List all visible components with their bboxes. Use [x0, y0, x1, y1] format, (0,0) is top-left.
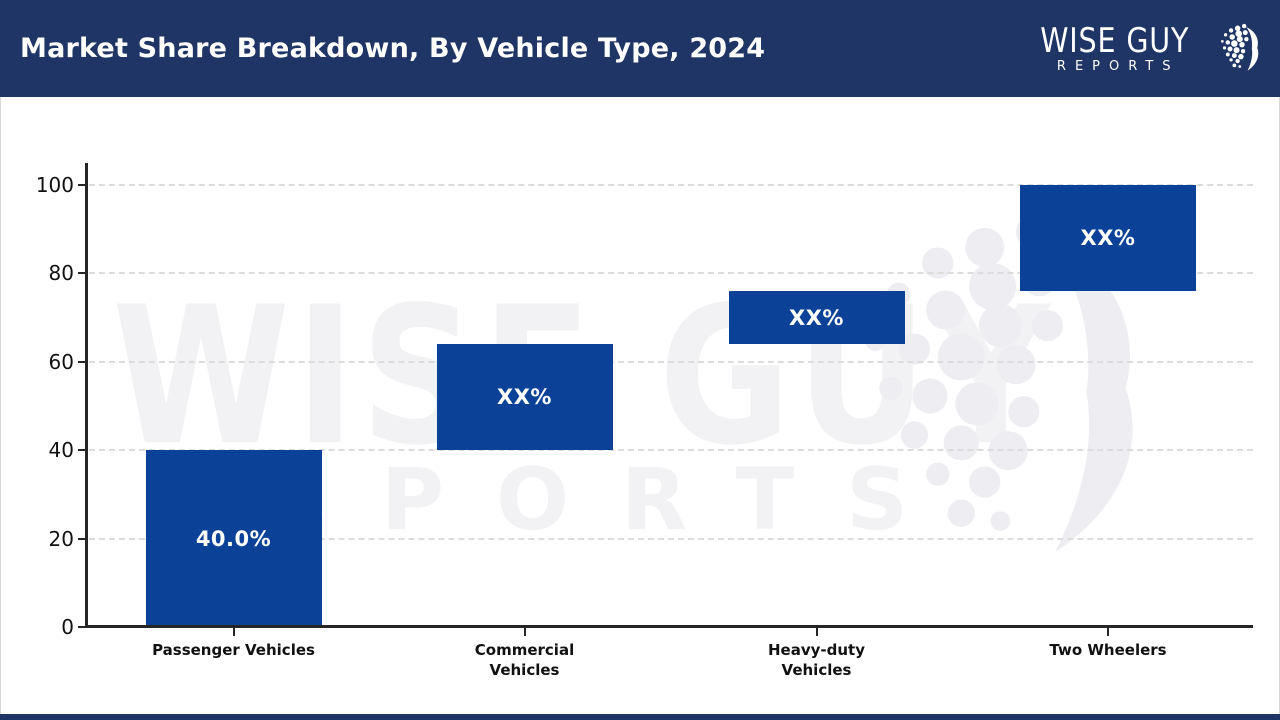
bar-value-label-two-wheelers: XX%	[1080, 226, 1136, 251]
x-category-label-two-wheelers: Two Wheelers	[1049, 641, 1167, 659]
gridline-40	[89, 449, 1253, 452]
x-axis-line	[85, 625, 1253, 628]
y-tick-label-0: 0	[61, 615, 74, 639]
gridline-20	[89, 537, 1253, 540]
bar-commercial-vehicles: XX%	[436, 344, 613, 451]
header: Market Share Breakdown, By Vehicle Type,…	[0, 0, 1280, 97]
y-tick-label-40: 40	[48, 438, 74, 463]
y-tick-80	[78, 272, 88, 275]
logo-sub-wordmark: REPORTS	[1056, 59, 1180, 74]
gridline-80	[89, 272, 1253, 275]
x-category-label-heavy-duty-vehicles: Heavy-duty Vehicles	[768, 641, 865, 679]
bar-heavy-duty-vehicles: XX%	[728, 291, 905, 345]
y-tick-label-80: 80	[48, 261, 74, 286]
x-tick-passenger-vehicles	[232, 628, 235, 636]
bar-passenger-vehicles: 40.0%	[145, 450, 322, 627]
bar-value-label-commercial-vehicles: XX%	[497, 385, 552, 410]
bar-value-label-passenger-vehicles: 40.0%	[195, 526, 272, 551]
gridline-60	[89, 360, 1253, 363]
y-tick-40	[78, 449, 88, 452]
y-tick-label-20: 20	[48, 526, 74, 551]
y-tick-20	[78, 537, 88, 540]
x-tick-commercial-vehicles	[523, 628, 526, 636]
logo-wordmark: WISE GUY	[1040, 21, 1190, 61]
x-tick-two-wheelers	[1107, 628, 1109, 636]
y-tick-100	[78, 184, 88, 186]
y-tick-0	[78, 626, 88, 628]
x-tick-heavy-duty-vehicles	[815, 628, 818, 636]
x-category-label-commercial-vehicles: Commercial Vehicles	[474, 641, 575, 679]
chart-title: Market Share Breakdown, By Vehicle Type,…	[20, 33, 766, 64]
wiseguy-logo: WISE GUY REPORTS	[1026, 10, 1266, 88]
gridline-100	[89, 184, 1253, 186]
footer-bar	[0, 714, 1280, 720]
bar-value-label-heavy-duty-vehicles: XX%	[789, 305, 844, 330]
bar-two-wheelers: XX%	[1020, 185, 1196, 292]
y-tick-60	[78, 360, 88, 363]
y-tick-label-100: 100	[35, 173, 74, 197]
y-axis-line	[85, 163, 88, 628]
x-category-label-passenger-vehicles: Passenger Vehicles	[152, 641, 315, 659]
face-profile-icon	[1221, 23, 1259, 71]
y-tick-label-60: 60	[48, 349, 74, 374]
